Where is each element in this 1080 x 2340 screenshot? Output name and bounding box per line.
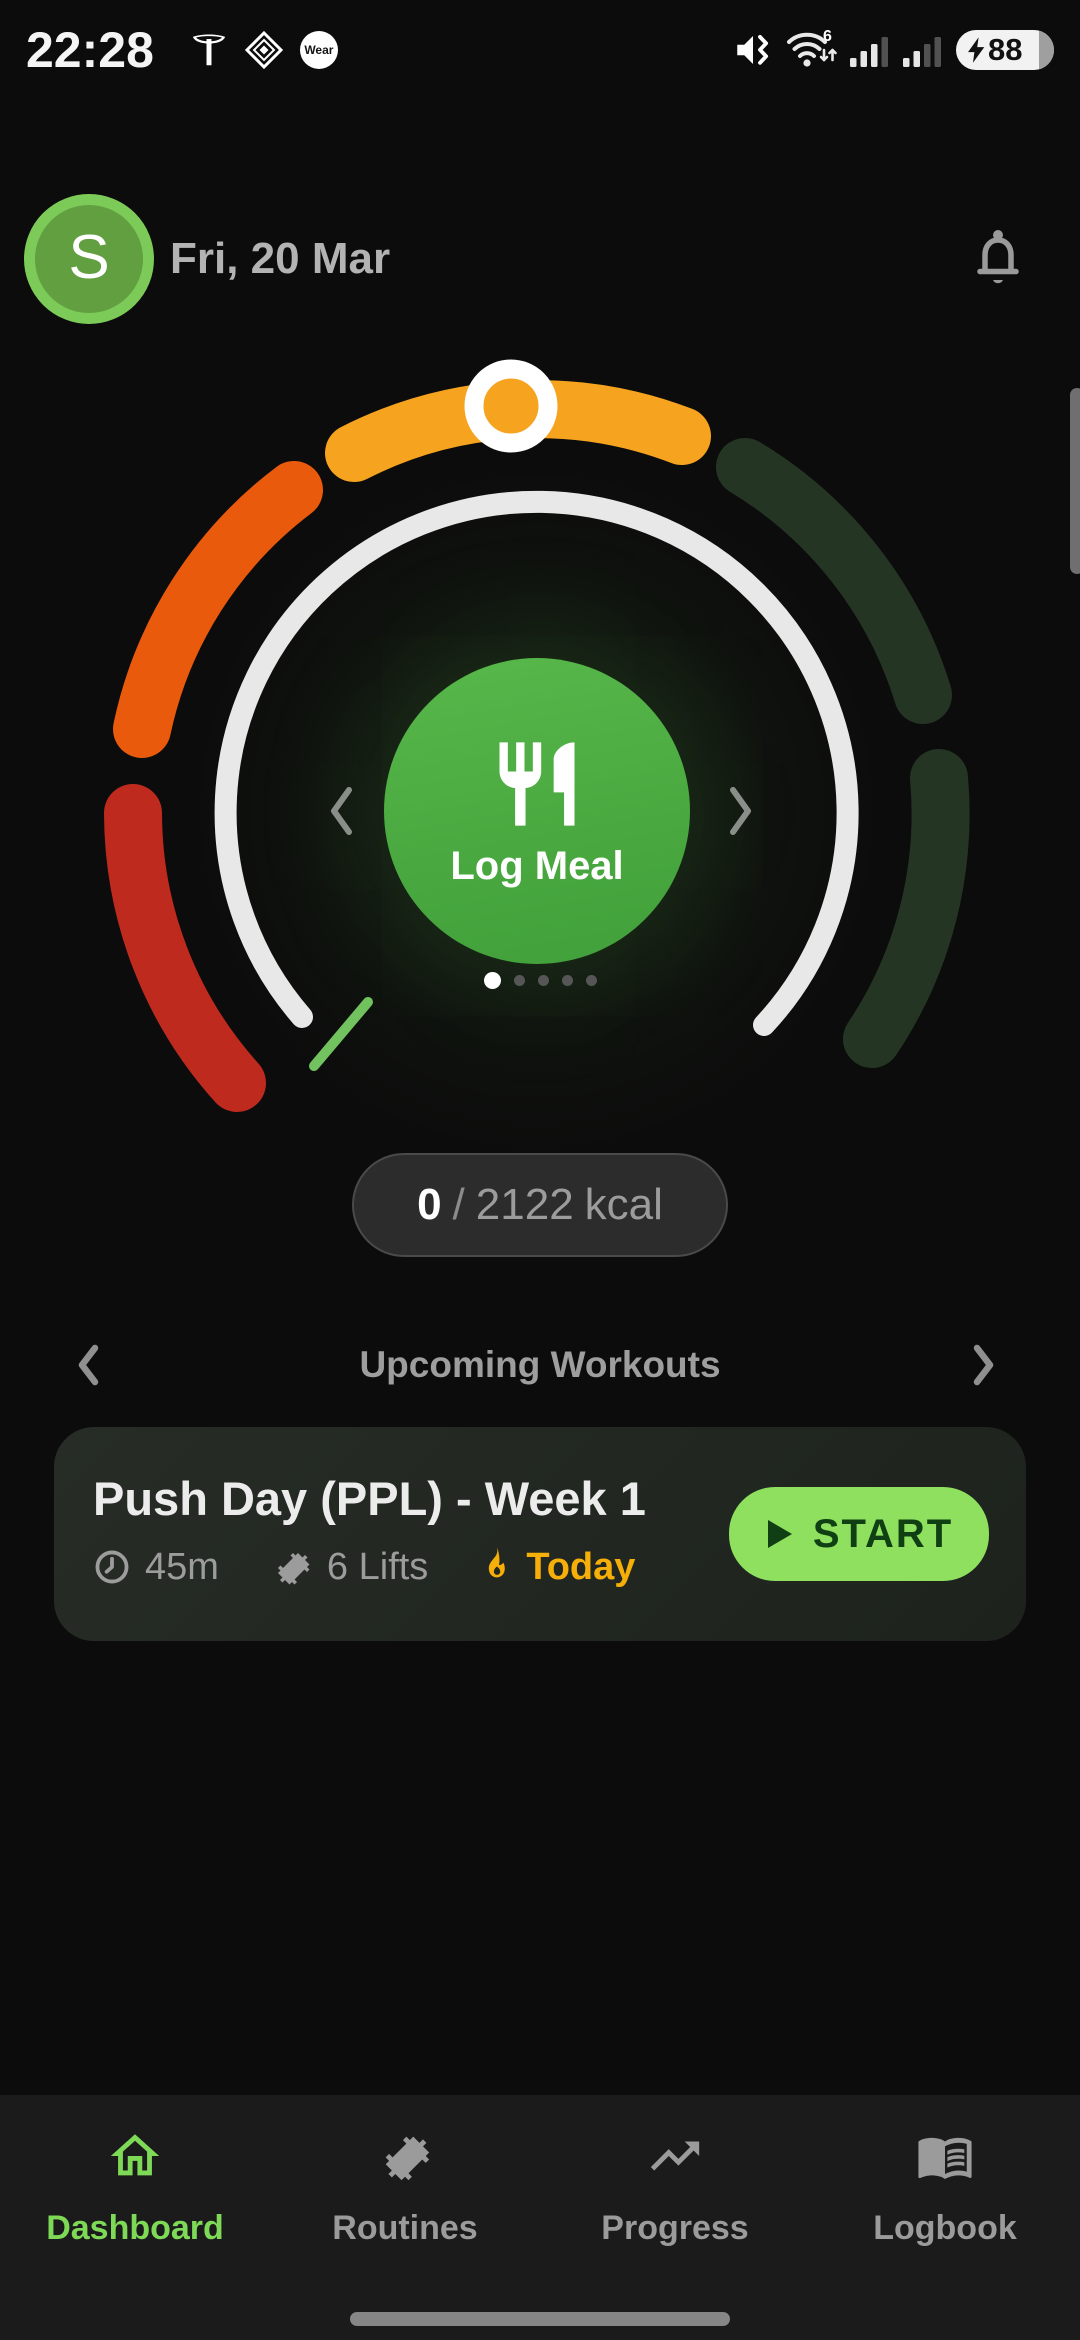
carousel-pager[interactable] — [0, 972, 1080, 989]
upcoming-next-chevron-icon[interactable] — [972, 1344, 996, 1386]
clock-time: 22:28 — [26, 22, 154, 78]
profile-avatar[interactable]: S — [24, 194, 154, 324]
pager-dot[interactable] — [513, 975, 525, 986]
gauge-prev-chevron-icon[interactable] — [327, 785, 355, 837]
start-label: START — [812, 1511, 954, 1556]
calories-summary-pill[interactable]: 0 / 2122 kcal — [352, 1153, 728, 1257]
diamond-app-icon — [244, 30, 284, 70]
gauge-progress-track — [214, 490, 859, 1036]
dumbbell-icon — [385, 2136, 430, 2181]
nav-label-logbook: Logbook — [873, 2209, 1017, 2247]
gauge-zone-marker — [464, 359, 558, 453]
calories-separator: / — [452, 1180, 465, 1229]
home-icon — [110, 2134, 160, 2176]
charging-bolt-icon — [968, 37, 985, 63]
scrollbar-thumb[interactable] — [1070, 388, 1080, 574]
log-meal-label: Log Meal — [450, 843, 624, 888]
workout-duration: 45m — [145, 1545, 219, 1588]
pager-dot-active[interactable] — [483, 972, 501, 989]
notifications-bell-icon[interactable] — [972, 226, 1024, 290]
upcoming-prev-chevron-icon[interactable] — [76, 1344, 100, 1386]
gauge-progress-tick — [309, 997, 373, 1071]
start-workout-button[interactable]: START — [729, 1487, 989, 1581]
nav-item-routines[interactable]: Routines — [270, 2095, 540, 2340]
trending-up-icon — [650, 2141, 700, 2171]
fork-knife-icon — [499, 741, 575, 826]
open-book-icon — [918, 2137, 972, 2179]
header-date: Fri, 20 Mar — [170, 234, 391, 283]
status-left: 22:28 Wear — [26, 21, 338, 79]
dumbbell-icon — [277, 1553, 310, 1585]
battery-percent: 88 — [988, 32, 1023, 67]
clock-icon — [95, 1550, 129, 1584]
gauge-segment-green-lower — [843, 749, 970, 1068]
calorie-gauge-rings — [104, 359, 970, 1112]
workout-due-label: Today — [526, 1545, 636, 1588]
nav-label-routines: Routines — [332, 2209, 478, 2247]
workout-exercise-count: 6 Lifts — [326, 1545, 429, 1588]
calories-current: 0 — [417, 1180, 442, 1229]
flame-icon — [489, 1547, 506, 1578]
status-right: 6 — [732, 27, 1054, 73]
nav-label-progress: Progress — [601, 2209, 749, 2247]
status-bar: 22:28 Wear — [0, 18, 1080, 82]
sound-muted-icon — [732, 28, 774, 72]
avatar-initial: S — [68, 222, 110, 292]
calories-unit: kcal — [584, 1180, 663, 1229]
battery-indicator: 88 — [956, 30, 1054, 70]
play-icon — [767, 1520, 792, 1548]
nav-item-dashboard[interactable]: Dashboard — [0, 2095, 270, 2340]
gauge-segment-orange — [113, 461, 323, 758]
workout-card[interactable]: Push Day (PPL) - Week 1 45m 6 Lifts Toda… — [54, 1427, 1026, 1641]
gauge-next-chevron-icon[interactable] — [727, 785, 755, 837]
tesla-icon — [190, 30, 228, 70]
pager-dot[interactable] — [561, 975, 573, 986]
nav-label-dashboard: Dashboard — [46, 2209, 224, 2247]
pager-dot[interactable] — [585, 975, 597, 986]
pager-dot[interactable] — [537, 975, 549, 986]
wear-os-icon: Wear — [299, 31, 338, 69]
wifi-6-icon: 6 — [787, 27, 837, 73]
wifi-gen-label: 6 — [823, 28, 832, 45]
home-indicator-bar[interactable] — [350, 2312, 730, 2326]
upcoming-workouts-header: Upcoming Workouts — [0, 1338, 1080, 1392]
bottom-nav: Dashboard Routines Progress Logbook — [0, 2095, 1080, 2340]
workout-title: Push Day (PPL) - Week 1 — [93, 1472, 646, 1525]
nav-item-logbook[interactable]: Logbook — [810, 2095, 1080, 2340]
upcoming-workouts-title: Upcoming Workouts — [359, 1344, 721, 1385]
log-meal-button[interactable]: Log Meal — [384, 658, 690, 964]
gauge-segment-green-upper — [716, 438, 952, 724]
signal-sim1-icon — [850, 33, 890, 67]
workout-meta: 45m 6 Lifts Today — [93, 1545, 635, 1589]
signal-sim2-icon — [903, 33, 943, 67]
battery-level-cap — [1039, 30, 1054, 70]
gauge-segment-red — [104, 784, 266, 1112]
nav-item-progress[interactable]: Progress — [540, 2095, 810, 2340]
calories-target: 2122 — [475, 1180, 574, 1229]
